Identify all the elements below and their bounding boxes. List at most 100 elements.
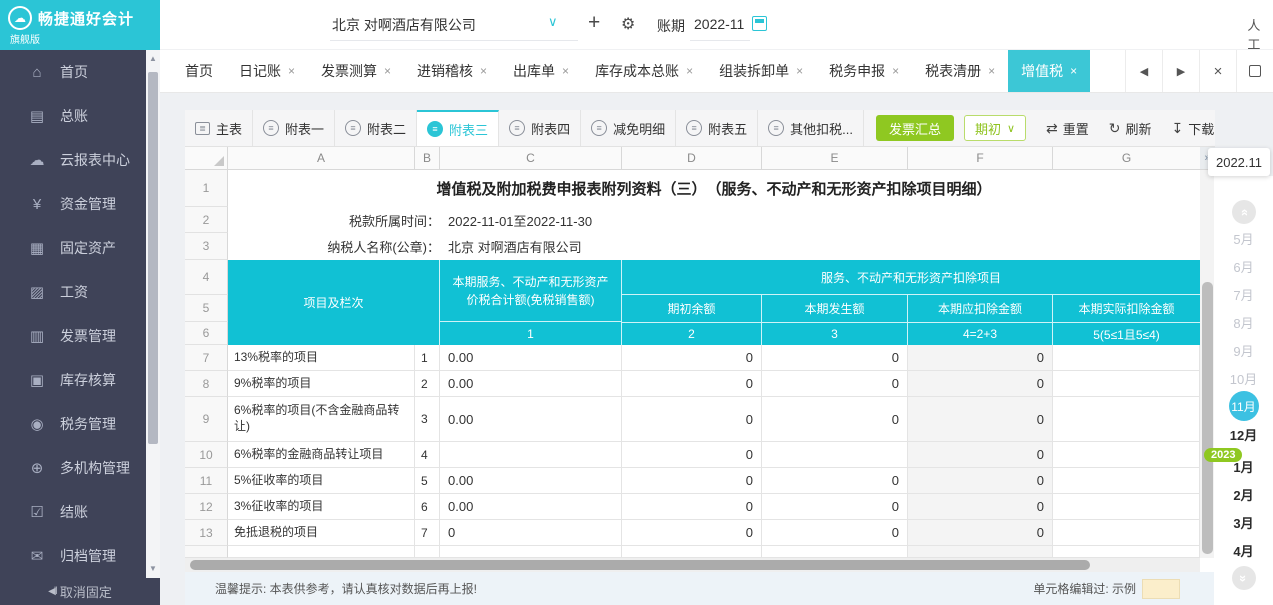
close-icon[interactable]: × bbox=[384, 64, 392, 78]
line-no-cell[interactable]: 4 bbox=[415, 442, 440, 468]
row-number[interactable]: 11 bbox=[185, 468, 228, 494]
sidebar-item-cloud-reports[interactable]: ☁ 云报表中心 bbox=[29, 152, 131, 169]
sidebar-item-funds[interactable]: ¥ 资金管理 bbox=[0, 182, 146, 226]
tab-outbound[interactable]: 出库单 × bbox=[513, 63, 570, 79]
tab-assembly[interactable]: 组装拆卸单 × bbox=[719, 63, 804, 79]
row-number[interactable]: 5 bbox=[185, 295, 228, 322]
close-icon[interactable]: × bbox=[892, 64, 900, 78]
line-no-cell[interactable]: 1 bbox=[415, 345, 440, 371]
item-cell[interactable]: 6%税率的金融商品转让项目 bbox=[228, 442, 415, 468]
grid-vertical-scrollbar[interactable] bbox=[1200, 170, 1215, 558]
formula-cell[interactable]: 0 bbox=[908, 442, 1053, 468]
value-cell[interactable]: 0 bbox=[762, 494, 908, 520]
taxpayer-value[interactable]: 北京 对啊酒店有限公司 bbox=[448, 240, 582, 255]
row-number[interactable]: 10 bbox=[185, 442, 228, 468]
month-item-mar[interactable]: 3月 bbox=[1233, 515, 1254, 531]
value-cell[interactable]: 0 bbox=[622, 345, 762, 371]
value-cell[interactable] bbox=[1053, 397, 1200, 442]
tab-inventory-cost[interactable]: 库存成本总账 × bbox=[595, 63, 694, 79]
value-cell[interactable]: 0 bbox=[762, 397, 908, 442]
subtab-other-deduction[interactable]: ≡ 其他扣税... bbox=[758, 110, 864, 146]
tabs-close-all-button[interactable]: × bbox=[1199, 50, 1236, 92]
value-cell[interactable]: 0 bbox=[762, 468, 908, 494]
refresh-button[interactable]: ↻ 刷新 bbox=[1108, 119, 1152, 137]
close-icon[interactable]: × bbox=[288, 64, 296, 78]
month-item-sep[interactable]: 9月 bbox=[1233, 343, 1254, 359]
row-number[interactable]: 8 bbox=[185, 371, 228, 397]
row-number[interactable]: 4 bbox=[185, 260, 228, 295]
col-header-e[interactable]: E bbox=[762, 147, 908, 170]
subtab-schedule-4[interactable]: ≡ 附表四 bbox=[499, 110, 582, 146]
value-cell[interactable]: 0 bbox=[622, 494, 762, 520]
scroll-down-icon[interactable]: ▼ bbox=[149, 564, 157, 573]
close-icon[interactable]: × bbox=[796, 64, 804, 78]
item-cell[interactable]: 13%税率的项目 bbox=[228, 345, 415, 371]
value-cell[interactable]: 0 bbox=[622, 397, 762, 442]
sidebar-item-fixed-assets[interactable]: ▦ 固定资产 bbox=[29, 240, 116, 257]
subtab-main-sheet[interactable]: ≣ 主表 bbox=[185, 110, 254, 146]
month-item-may[interactable]: 5月 bbox=[1233, 231, 1254, 247]
line-no-cell[interactable]: 5 bbox=[415, 468, 440, 494]
value-cell[interactable]: 0 bbox=[622, 468, 762, 494]
line-no-cell[interactable]: 3 bbox=[415, 397, 440, 442]
months-scroll-up-button[interactable]: » bbox=[1231, 200, 1256, 224]
value-cell[interactable] bbox=[1053, 345, 1200, 371]
value-cell[interactable]: 0 bbox=[622, 442, 762, 468]
month-item-nov-selected[interactable]: 11月 bbox=[1214, 391, 1273, 421]
sidebar-item-archive[interactable]: ✉ 归档管理 bbox=[0, 534, 146, 578]
subtab-reduction-detail[interactable]: ≡ 减免明细 bbox=[581, 110, 677, 146]
month-item-oct[interactable]: 10月 bbox=[1229, 371, 1258, 387]
tab-purchase-audit[interactable]: 进销稽核 × bbox=[417, 63, 488, 79]
sidebar-item-invoice-mgmt[interactable]: ▥ 发票管理 bbox=[29, 328, 116, 345]
value-cell[interactable] bbox=[1053, 520, 1200, 546]
sidebar-item-inventory[interactable]: ▣ 库存核算 bbox=[29, 372, 116, 389]
tab-invoice-calc[interactable]: 发票测算 × bbox=[321, 63, 392, 79]
close-icon[interactable]: × bbox=[562, 64, 570, 78]
formula-cell[interactable]: 0 bbox=[908, 520, 1053, 546]
value-cell[interactable]: 0 bbox=[622, 371, 762, 397]
value-cell[interactable]: 0.00 bbox=[440, 494, 622, 520]
sidebar-item-general-ledger[interactable]: ▤ 总账 bbox=[29, 108, 88, 125]
grid-vertical-scrollbar-thumb[interactable] bbox=[1202, 282, 1213, 554]
gear-icon[interactable]: ⚙ bbox=[621, 16, 636, 33]
value-cell[interactable] bbox=[762, 442, 908, 468]
row-number[interactable]: 2 bbox=[185, 207, 228, 233]
value-cell[interactable] bbox=[1053, 468, 1200, 494]
months-scroll-down-button[interactable]: » bbox=[1231, 566, 1256, 590]
month-item-dec[interactable]: 12月 bbox=[1229, 427, 1258, 443]
month-item-jan[interactable]: 1月 bbox=[1233, 459, 1254, 475]
value-cell[interactable]: 0 bbox=[762, 371, 908, 397]
close-icon[interactable]: × bbox=[480, 64, 488, 78]
download-button[interactable]: ↧ 下载 bbox=[1171, 119, 1215, 137]
row-number[interactable]: 9 bbox=[185, 397, 228, 442]
sidebar-item-salary[interactable]: ▨ 工资 bbox=[29, 284, 88, 301]
month-item-feb[interactable]: 2月 bbox=[1233, 487, 1254, 503]
value-cell[interactable] bbox=[440, 442, 622, 468]
add-company-button[interactable]: + bbox=[588, 11, 601, 34]
tax-period-value[interactable]: 2022-11-01至2022-11-30 bbox=[448, 213, 593, 229]
item-cell[interactable]: 9%税率的项目 bbox=[228, 371, 415, 397]
col-header-b[interactable]: B bbox=[415, 147, 440, 170]
subtab-schedule-3-active[interactable]: ≡ 附表三 bbox=[417, 110, 500, 146]
item-cell[interactable]: 6%税率的项目(不含金融商品转让) bbox=[228, 397, 415, 442]
value-cell[interactable]: 0 bbox=[440, 520, 622, 546]
grid-horizontal-scrollbar[interactable] bbox=[185, 558, 1200, 572]
formula-cell[interactable]: 0 bbox=[908, 371, 1053, 397]
month-item-jul[interactable]: 7月 bbox=[1233, 287, 1254, 303]
grid-horizontal-scrollbar-thumb[interactable] bbox=[190, 560, 1090, 570]
item-cell[interactable]: 免抵退税的项目 bbox=[228, 520, 415, 546]
col-header-d[interactable]: D bbox=[622, 147, 762, 170]
row-number[interactable]: 6 bbox=[185, 322, 228, 345]
subtab-schedule-2[interactable]: ≡ 附表二 bbox=[335, 110, 418, 146]
value-cell[interactable]: 0.00 bbox=[440, 345, 622, 371]
value-cell[interactable] bbox=[1053, 371, 1200, 397]
month-item-aug[interactable]: 8月 bbox=[1233, 315, 1254, 331]
chevron-down-icon[interactable]: ∨ bbox=[548, 14, 558, 29]
tab-tax-register[interactable]: 税表清册 × bbox=[925, 63, 996, 79]
col-header-f[interactable]: F bbox=[908, 147, 1053, 170]
unpin-sidebar-button[interactable]: ◀‖ 取消固定 bbox=[48, 585, 112, 600]
col-header-a[interactable]: A bbox=[228, 147, 415, 170]
sidebar-item-home[interactable]: ⌂ 首页 bbox=[0, 50, 146, 94]
row-number[interactable]: 7 bbox=[185, 345, 228, 371]
subtab-schedule-1[interactable]: ≡ 附表一 bbox=[253, 110, 336, 146]
